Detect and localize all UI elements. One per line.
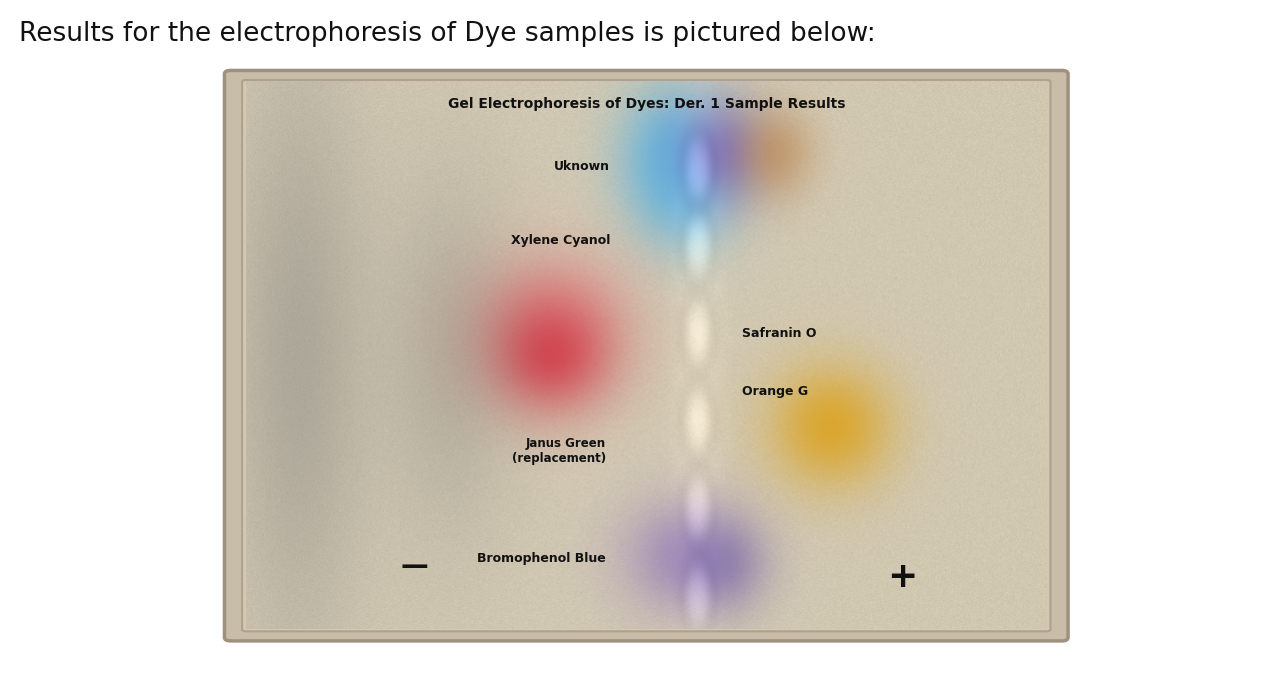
Text: Gel Electrophoresis of Dyes: Der. 1 Sample Results: Gel Electrophoresis of Dyes: Der. 1 Samp… bbox=[448, 97, 845, 111]
FancyBboxPatch shape bbox=[224, 70, 1068, 641]
Text: Xylene Cyanol: Xylene Cyanol bbox=[511, 234, 610, 248]
Text: Janus Green
(replacement): Janus Green (replacement) bbox=[512, 438, 607, 465]
Text: Orange G: Orange G bbox=[743, 384, 808, 398]
Text: Bromophenol Blue: Bromophenol Blue bbox=[478, 551, 607, 565]
Text: Safranin O: Safranin O bbox=[743, 327, 817, 341]
FancyBboxPatch shape bbox=[242, 80, 1050, 631]
Text: +: + bbox=[888, 560, 918, 594]
Text: Results for the electrophoresis of Dye samples is pictured below:: Results for the electrophoresis of Dye s… bbox=[19, 21, 875, 47]
Text: —: — bbox=[400, 553, 427, 580]
Text: Uknown: Uknown bbox=[555, 160, 610, 174]
